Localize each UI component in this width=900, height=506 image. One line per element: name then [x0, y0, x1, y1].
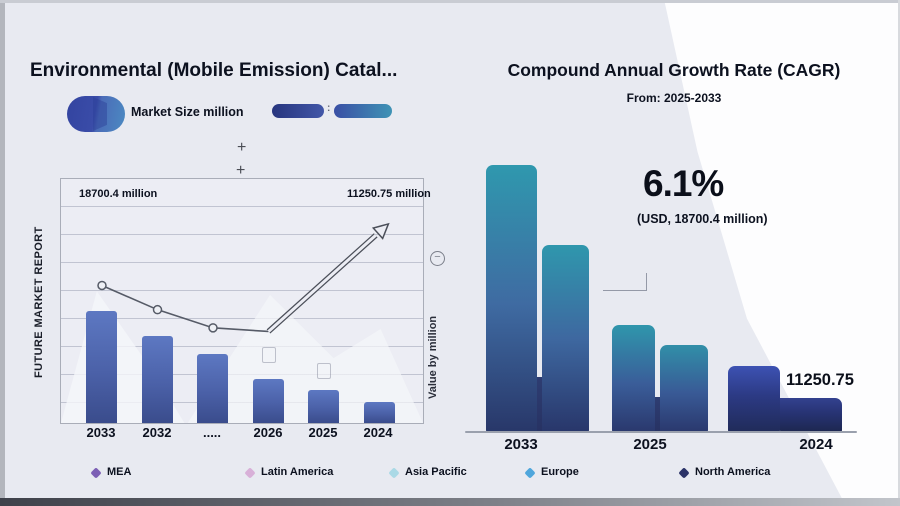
- legend-item-north-america: North America: [695, 466, 771, 478]
- chart-annotation-right: 11250.75 million: [347, 188, 431, 200]
- cagr-value: 6.1%: [643, 163, 724, 204]
- legend-item-mea: MEA: [107, 466, 132, 478]
- gradient-pill-icon: [272, 104, 324, 118]
- trend-line-arrow: [97, 222, 390, 334]
- legend-marker-mea: [90, 467, 102, 479]
- faint-watermark-icon-2: [317, 363, 331, 379]
- cagr-bar-2033-b: [542, 245, 589, 432]
- cagr-title: Compound Annual Growth Rate (CAGR): [507, 60, 841, 80]
- bar-dots: [197, 354, 228, 423]
- pill-separator: :: [327, 103, 331, 114]
- legend-item-latin-america: Latin America: [261, 466, 334, 478]
- cagr-bar-2033-a: [486, 165, 537, 432]
- x-label-2033: 2033: [86, 425, 116, 440]
- cagr-x-label-2024: 2024: [799, 436, 833, 453]
- legend-marker-europe: [524, 467, 536, 479]
- cagr-bar-2024-b: [780, 398, 842, 432]
- legend-item-asia-pacific: Asia Pacific: [405, 466, 467, 478]
- cagr-bar-2025-a: [612, 325, 655, 432]
- frame-border-left: [0, 0, 5, 506]
- x-label-dots: .....: [202, 425, 222, 440]
- step-decoration: [603, 273, 647, 291]
- bar-2032: [142, 336, 173, 423]
- bar-base-connector: [536, 377, 543, 432]
- cagr-x-label-2033: 2033: [504, 436, 538, 453]
- frame-border-top: [0, 0, 900, 3]
- legend-marker-north-america: [678, 467, 690, 479]
- cagr-subtitle: From: 2025-2033: [626, 91, 722, 105]
- market-size-legend-icon: [67, 96, 125, 132]
- market-size-chart: 18700.4 million 11250.75 million: [60, 178, 431, 424]
- x-label-2024: 2024: [363, 425, 393, 440]
- left-chart-title: Environmental (Mobile Emission) Catal...: [30, 60, 398, 81]
- cagr-bar-2025-b: [660, 345, 708, 432]
- cagr-note: (USD, 18700.4 million): [637, 212, 768, 226]
- legend-item-europe: Europe: [541, 466, 579, 478]
- cagr-bar-2024-a: [728, 366, 780, 432]
- plus-icon-2[interactable]: +: [236, 162, 246, 179]
- market-size-legend-label: Market Size million: [131, 105, 244, 119]
- frame-border-right: [898, 0, 900, 506]
- cagr-data-label: 11250.75: [786, 371, 854, 389]
- bar-base-connector-2: [654, 397, 661, 432]
- legend-marker-latin-america: [244, 467, 256, 479]
- bar-2033: [86, 311, 117, 423]
- cagr-x-axis: [465, 431, 857, 433]
- faint-watermark-icon: [262, 347, 276, 363]
- x-label-2032: 2032: [142, 425, 172, 440]
- right-y-axis-label: Value by million: [427, 315, 439, 400]
- x-label-2026: 2026: [253, 425, 283, 440]
- legend-marker-asia-pacific: [388, 467, 400, 479]
- bar-2025: [308, 390, 339, 423]
- bar-2024: [364, 402, 395, 423]
- bar-2026: [253, 379, 284, 423]
- gradient-pill-icon-2: [334, 104, 392, 118]
- left-y-axis-label: FUTURE MARKET REPORT: [33, 226, 45, 379]
- chart-annotation-left: 18700.4 million: [79, 188, 158, 200]
- cagr-x-label-2025: 2025: [633, 436, 667, 453]
- minus-icon[interactable]: −: [430, 251, 445, 266]
- plus-icon[interactable]: +: [237, 139, 247, 156]
- x-label-2025: 2025: [308, 425, 338, 440]
- frame-border-bottom: [0, 498, 900, 506]
